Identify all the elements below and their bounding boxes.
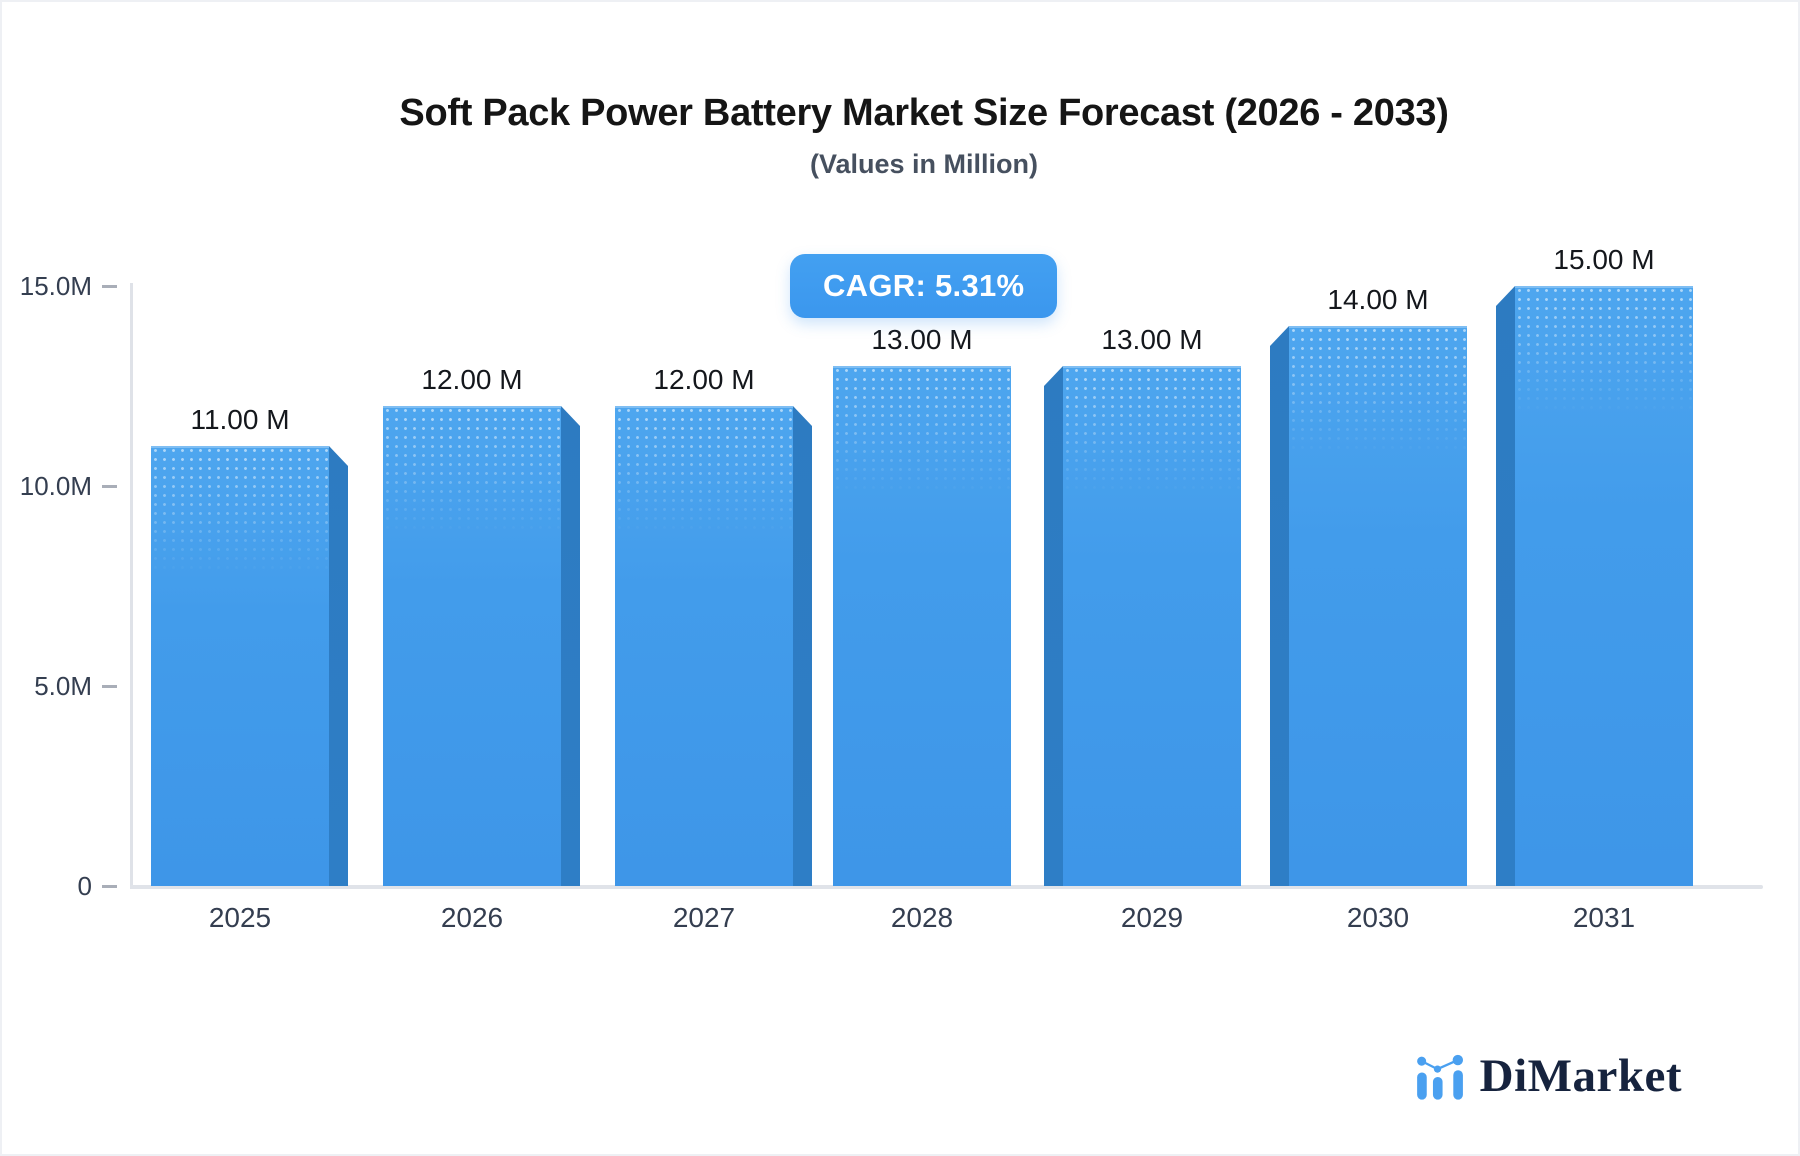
x-axis-line bbox=[130, 885, 1763, 889]
chart-header: Soft Pack Power Battery Market Size Fore… bbox=[0, 92, 1800, 180]
bar-2031[interactable] bbox=[1515, 286, 1693, 886]
bar-2026[interactable] bbox=[383, 406, 561, 886]
x-axis-label-2029: 2029 bbox=[1120, 902, 1184, 933]
y-tick-dash-15.0M bbox=[102, 285, 117, 288]
y-tick-dash-0 bbox=[102, 885, 117, 888]
bar-value-label-2027: 12.00 M bbox=[653, 364, 755, 395]
bar-group-2025: 11.00 M bbox=[151, 404, 348, 886]
bar-value-label-2029: 13.00 M bbox=[1101, 324, 1203, 355]
bar-group-2030: 14.00 M bbox=[1270, 284, 1467, 886]
chart-title: Soft Pack Power Battery Market Size Fore… bbox=[399, 92, 1449, 134]
bar-side-face-2026 bbox=[561, 406, 580, 886]
x-axis-label-2027: 2027 bbox=[672, 902, 736, 933]
y-tick-label-15.0M: 15.0M bbox=[19, 271, 92, 301]
y-tick-label-10.0M: 10.0M bbox=[19, 471, 92, 501]
x-axis-label-2025: 2025 bbox=[208, 902, 272, 933]
bar-value-label-2028: 13.00 M bbox=[871, 324, 973, 355]
bar-group-2031: 15.00 M bbox=[1496, 244, 1693, 886]
bar-group-2027: 12.00 M bbox=[615, 364, 812, 886]
dimarket-logo: DiMarket bbox=[1416, 1053, 1682, 1100]
bar-value-label-2025: 11.00 M bbox=[190, 404, 290, 435]
y-tick-dash-5.0M bbox=[102, 685, 117, 688]
dimarket-logo-icon bbox=[1416, 1054, 1468, 1100]
cagr-badge: CAGR: 5.31% bbox=[790, 254, 1058, 318]
bar-value-label-2026: 12.00 M bbox=[421, 364, 523, 395]
x-axis-label-2026: 2026 bbox=[440, 902, 504, 933]
x-axis-label-2028: 2028 bbox=[890, 902, 954, 933]
bar-group-2028: 13.00 M bbox=[833, 324, 1011, 886]
bar-side-face-2030 bbox=[1270, 326, 1289, 886]
bar-side-face-2029 bbox=[1044, 366, 1063, 886]
bar-group-2029: 13.00 M bbox=[1044, 324, 1241, 886]
bar-2028[interactable] bbox=[833, 366, 1011, 886]
y-axis-line bbox=[130, 283, 133, 889]
bar-group-2026: 12.00 M bbox=[383, 364, 580, 886]
bar-side-face-2031 bbox=[1496, 286, 1515, 886]
dimarket-logo-text: DiMarket bbox=[1479, 1050, 1682, 1102]
x-axis-label-2031: 2031 bbox=[1572, 902, 1636, 933]
y-tick-label-0: 0 bbox=[77, 871, 92, 901]
bar-2030[interactable] bbox=[1289, 326, 1467, 886]
bar-value-label-2030: 14.00 M bbox=[1327, 284, 1429, 315]
bar-2027[interactable] bbox=[615, 406, 793, 886]
y-tick-label-5.0M: 5.0M bbox=[34, 671, 92, 701]
y-tick-dash-10.0M bbox=[102, 485, 117, 488]
bar-2025[interactable] bbox=[151, 446, 329, 886]
x-axis-label-2030: 2030 bbox=[1346, 902, 1410, 933]
chart-subtitle: (Values in Million) bbox=[809, 149, 1039, 179]
bar-2029[interactable] bbox=[1063, 366, 1241, 886]
bar-side-face-2025 bbox=[329, 446, 348, 886]
bar-value-label-2031: 15.00 M bbox=[1553, 244, 1655, 275]
bar-side-face-2027 bbox=[793, 406, 812, 886]
